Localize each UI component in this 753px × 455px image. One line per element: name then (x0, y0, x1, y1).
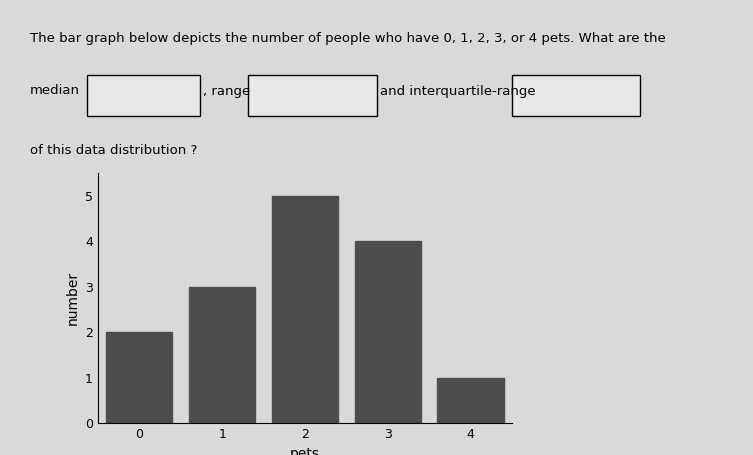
Text: median: median (30, 85, 80, 97)
Bar (437, 378, 504, 423)
Bar (355, 241, 421, 423)
Y-axis label: number: number (66, 271, 80, 325)
Bar (106, 332, 172, 423)
Bar (189, 287, 255, 423)
Text: The bar graph below depicts the number of people who have 0, 1, 2, 3, or 4 pets.: The bar graph below depicts the number o… (30, 32, 666, 45)
Text: and interquartile-range: and interquartile-range (380, 85, 536, 97)
X-axis label: pets: pets (290, 446, 320, 455)
Text: , range: , range (203, 85, 251, 97)
Bar (272, 196, 338, 423)
Text: of this data distribution ?: of this data distribution ? (30, 144, 197, 157)
